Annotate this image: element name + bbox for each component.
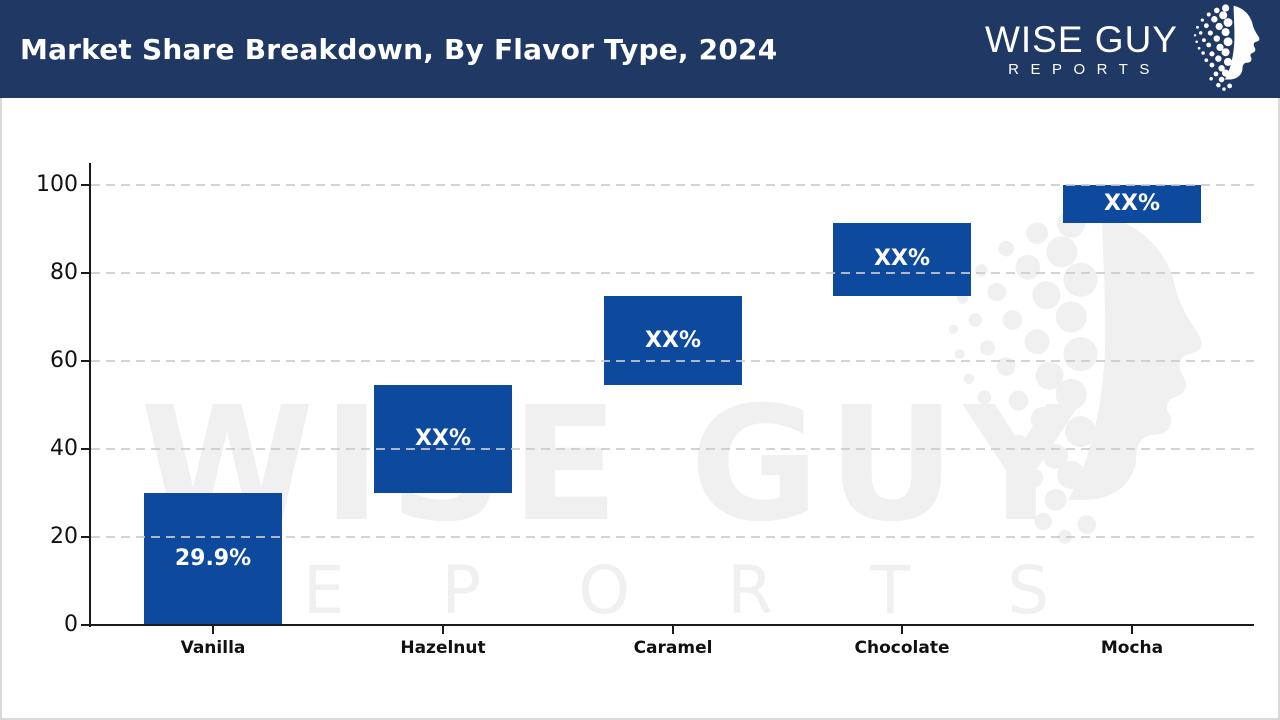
x-axis-line [89,624,1254,626]
x-axis-label: Hazelnut [400,638,486,658]
header-bar: Market Share Breakdown, By Flavor Type, … [0,0,1280,98]
y-tick-mark-80 [81,272,90,274]
y-tick-label: 20 [50,524,78,549]
bar-vanilla [144,493,282,625]
x-axis-label: Vanilla [180,638,246,658]
y-tick-label: 0 [64,612,78,637]
bar-value-label: XX% [1104,190,1160,216]
gridline-80 [91,272,1254,274]
brand-logo: WISE GUY REPORTS [985,4,1266,94]
y-tick-mark-40 [81,448,90,450]
bar-value-label: XX% [415,426,471,452]
x-axis-label: Mocha [1100,638,1164,658]
logo-wordmark: WISE GUY [984,19,1178,60]
y-tick-label: 80 [50,260,78,285]
logo-subtext: REPORTS [1008,61,1161,78]
bar-value-label: XX% [645,327,701,353]
gridline-100 [91,184,1254,186]
x-axis-label: Caramel [633,638,713,658]
x-tick-mark [212,626,214,634]
bar-value-label: XX% [874,246,930,272]
gridline-60 [91,360,1254,362]
y-tick-mark-100 [81,184,90,186]
bar-chocolate [833,222,971,296]
y-tick-label: 100 [36,172,78,197]
y-tick-label: 40 [50,436,78,461]
dotted-head-icon [1182,4,1266,94]
x-tick-mark [442,626,444,634]
y-axis-line [89,163,91,627]
x-tick-mark [901,626,903,634]
bar-value-label: 29.9% [174,546,252,572]
x-axis-label: Chocolate [854,638,950,658]
x-tick-mark [672,626,674,634]
chart-area: WISE GUY R E P O R T S 0 20 40 60 80 100 29.9%… [0,98,1280,720]
brand-logo-text: WISE GUY REPORTS [985,21,1178,77]
gridline-20 [91,536,1254,538]
x-tick-mark [1131,626,1133,634]
y-tick-mark-60 [81,360,90,362]
page-title: Market Share Breakdown, By Flavor Type, … [20,32,778,66]
y-tick-mark-20 [81,536,90,538]
y-tick-label: 60 [50,348,78,373]
y-tick-mark-0 [81,624,90,626]
bar-hazelnut [374,385,512,494]
bar-caramel [604,295,742,386]
gridline-40 [91,448,1254,450]
plot-area: 0 20 40 60 80 100 29.9% Vanilla XX% Hazelnut XX% Ca… [2,98,1278,718]
